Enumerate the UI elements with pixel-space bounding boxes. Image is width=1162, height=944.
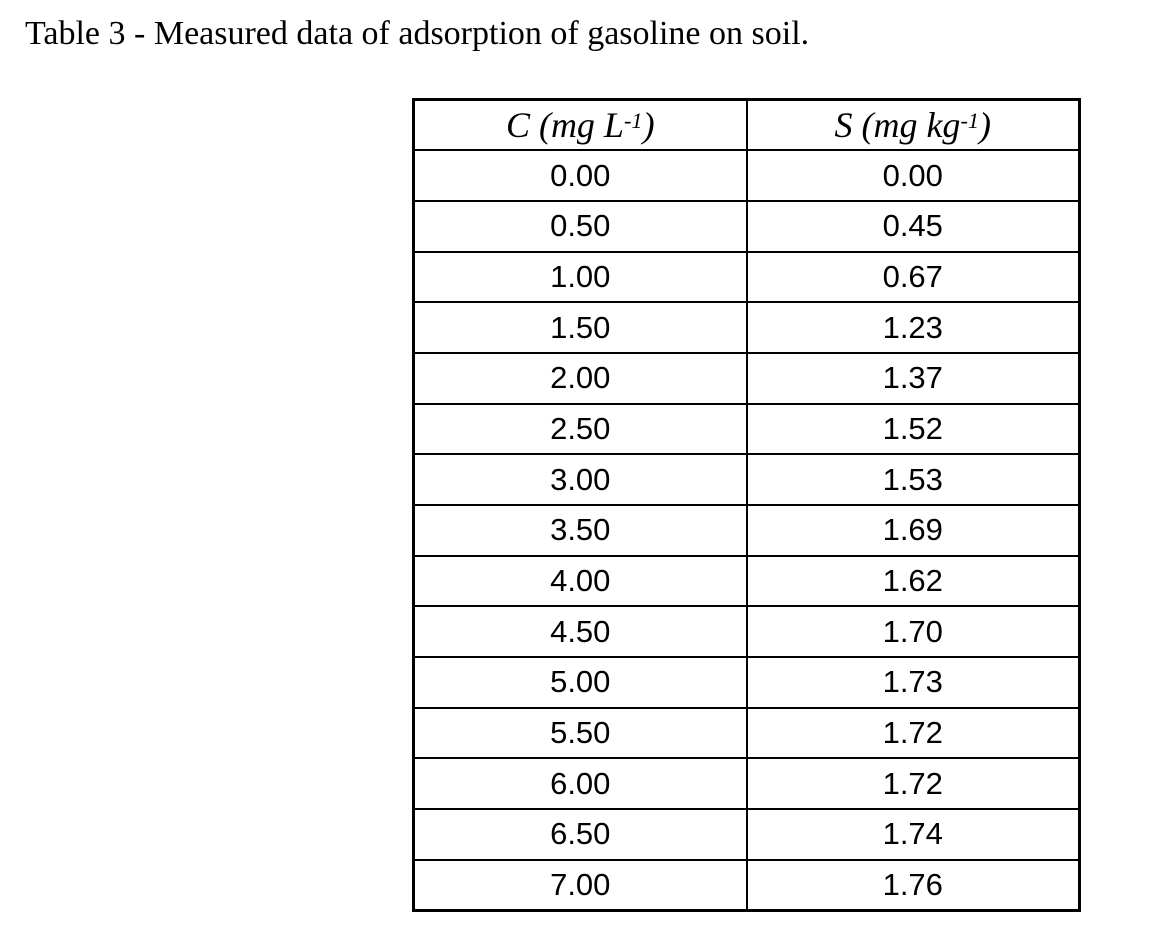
table-row: 6.50 1.74 bbox=[412, 808, 1081, 861]
column-header-c-text: C (mg L bbox=[505, 105, 624, 146]
cell-c-value: 5.50 bbox=[412, 706, 748, 760]
table-body: 0.00 0.00 0.50 0.45 1.00 0.67 1.50 1.23 … bbox=[412, 149, 1081, 912]
column-header-s-close: ) bbox=[979, 105, 992, 146]
cell-s-value: 0.45 bbox=[745, 199, 1081, 253]
column-header-s-superscript: -1 bbox=[960, 107, 980, 133]
table-row: 0.00 0.00 bbox=[412, 149, 1081, 202]
cell-s-value: 0.67 bbox=[745, 250, 1081, 304]
table-row: 3.50 1.69 bbox=[412, 504, 1081, 557]
table-row: 5.50 1.72 bbox=[412, 706, 1081, 760]
cell-c-value: 0.50 bbox=[412, 199, 748, 253]
table-row: 2.50 1.52 bbox=[412, 402, 1081, 456]
table-row: 7.00 1.76 bbox=[412, 858, 1081, 912]
cell-c-value: 6.00 bbox=[412, 757, 748, 811]
column-header-c: C (mg L-1) bbox=[412, 98, 748, 152]
cell-s-value: 1.74 bbox=[745, 808, 1081, 861]
cell-c-value: 1.00 bbox=[412, 250, 748, 304]
table-row: 3.00 1.53 bbox=[412, 453, 1081, 506]
table-row: 6.00 1.72 bbox=[412, 757, 1081, 811]
table-row: 5.00 1.73 bbox=[412, 656, 1081, 709]
cell-c-value: 1.50 bbox=[412, 301, 748, 354]
cell-s-value: 1.72 bbox=[745, 757, 1081, 811]
table-caption: Table 3 - Measured data of adsorption of… bbox=[25, 15, 810, 52]
cell-s-value: 1.53 bbox=[745, 453, 1081, 506]
column-header-c-superscript: -1 bbox=[623, 107, 643, 133]
adsorption-data-table: C (mg L-1) S (mg kg-1) 0.00 0.00 0.50 0.… bbox=[412, 98, 1081, 912]
column-header-s-text: S (mg kg bbox=[834, 105, 961, 146]
cell-s-value: 1.37 bbox=[745, 351, 1081, 405]
cell-c-value: 7.00 bbox=[412, 858, 748, 912]
table-row: 1.50 1.23 bbox=[412, 301, 1081, 354]
table-row: 4.50 1.70 bbox=[412, 605, 1081, 659]
cell-c-value: 4.00 bbox=[412, 554, 748, 608]
column-header-c-close: ) bbox=[642, 105, 655, 146]
cell-c-value: 2.00 bbox=[412, 351, 748, 405]
table-row: 2.00 1.37 bbox=[412, 351, 1081, 405]
cell-s-value: 1.52 bbox=[745, 402, 1081, 456]
cell-s-value: 1.72 bbox=[745, 706, 1081, 760]
cell-s-value: 1.62 bbox=[745, 554, 1081, 608]
cell-s-value: 1.76 bbox=[745, 858, 1081, 912]
cell-c-value: 3.50 bbox=[412, 504, 748, 557]
cell-s-value: 1.69 bbox=[745, 504, 1081, 557]
cell-c-value: 2.50 bbox=[412, 402, 748, 456]
cell-s-value: 1.73 bbox=[745, 656, 1081, 709]
table-row: 1.00 0.67 bbox=[412, 250, 1081, 304]
cell-c-value: 4.50 bbox=[412, 605, 748, 659]
cell-s-value: 1.70 bbox=[745, 605, 1081, 659]
header-row: C (mg L-1) S (mg kg-1) bbox=[412, 98, 1081, 152]
table-row: 4.00 1.62 bbox=[412, 554, 1081, 608]
table-row: 0.50 0.45 bbox=[412, 199, 1081, 253]
cell-s-value: 1.23 bbox=[745, 301, 1081, 354]
column-header-s: S (mg kg-1) bbox=[745, 98, 1081, 152]
cell-s-value: 0.00 bbox=[745, 149, 1081, 202]
cell-c-value: 0.00 bbox=[412, 149, 748, 202]
cell-c-value: 6.50 bbox=[412, 808, 748, 861]
cell-c-value: 3.00 bbox=[412, 453, 748, 506]
cell-c-value: 5.00 bbox=[412, 656, 748, 709]
table-head: C (mg L-1) S (mg kg-1) bbox=[412, 98, 1081, 152]
